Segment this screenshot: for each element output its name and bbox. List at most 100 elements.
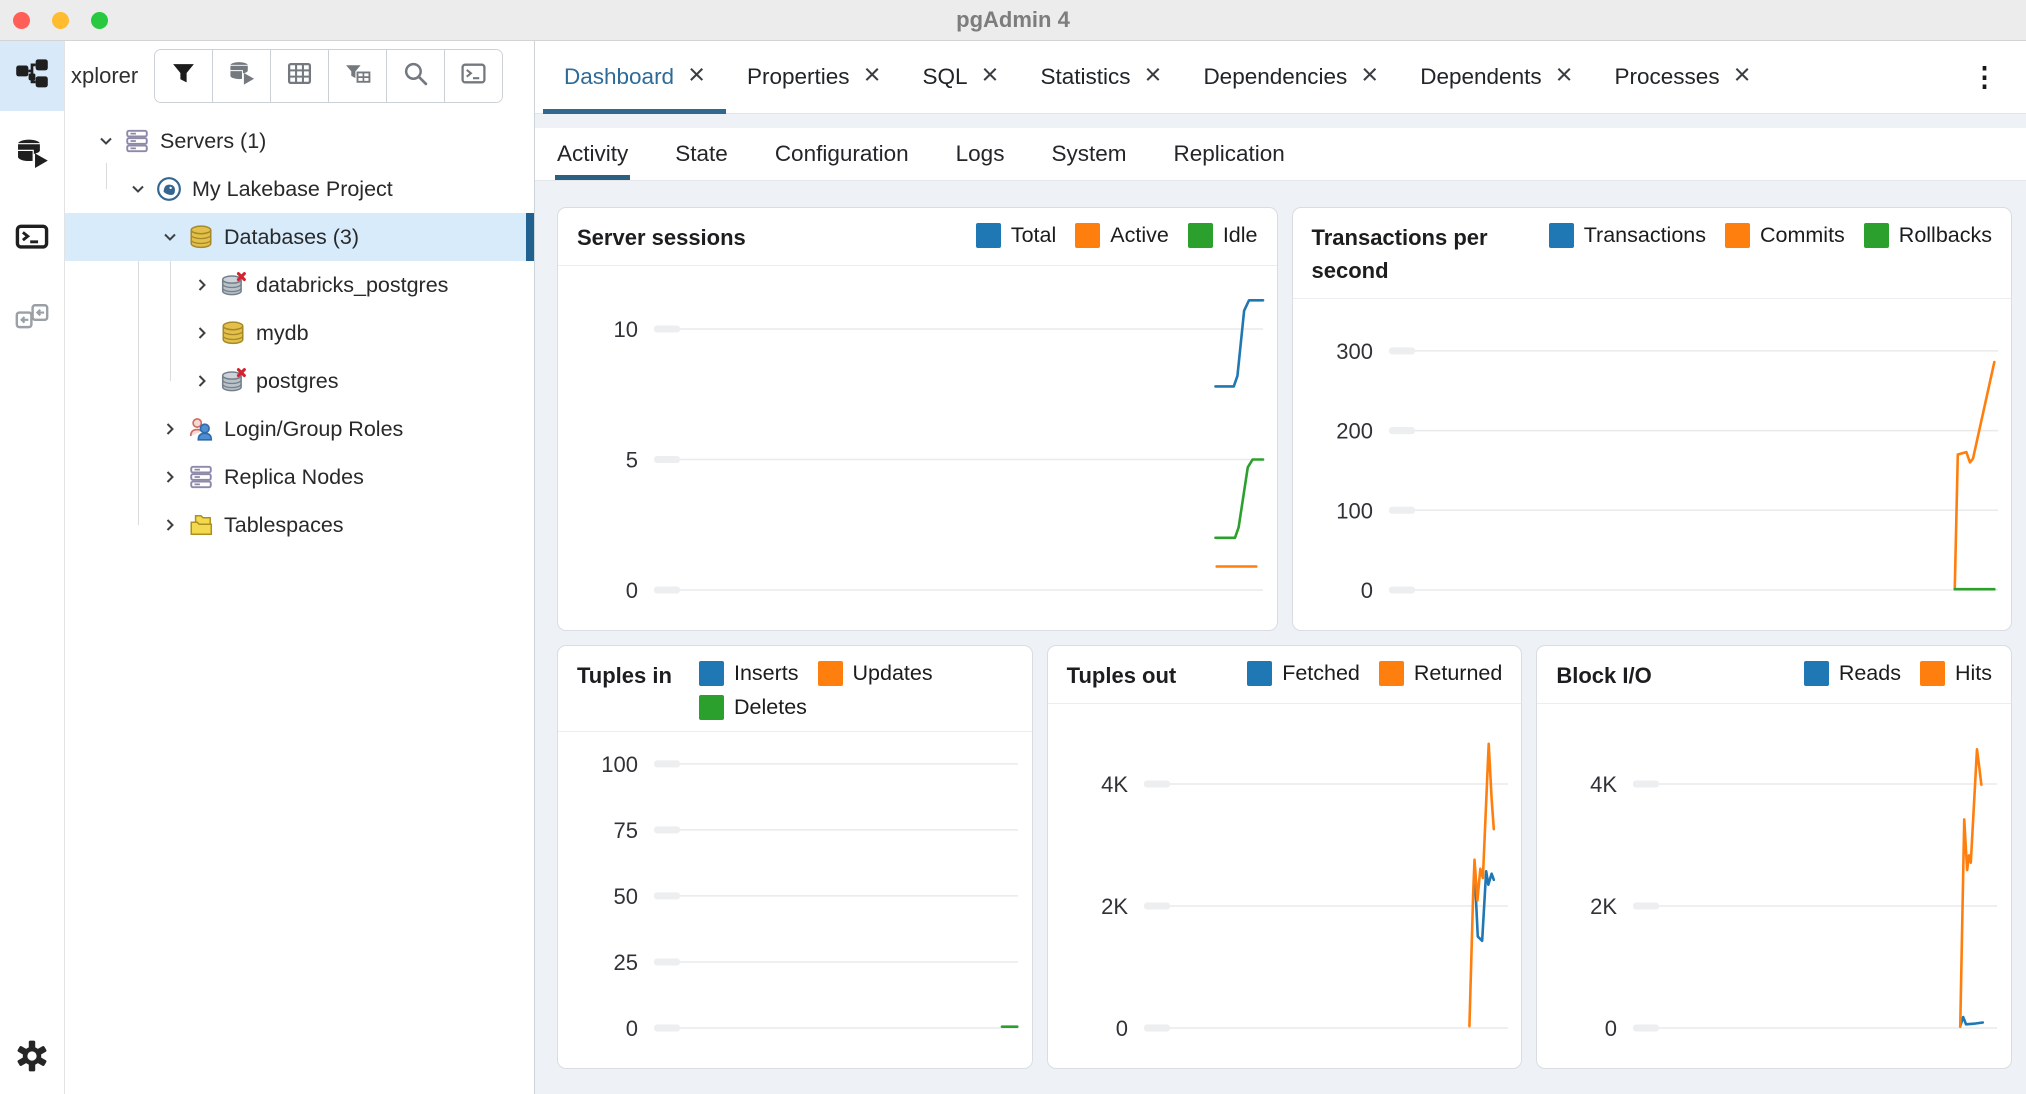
close-icon[interactable]: × bbox=[1361, 59, 1379, 91]
dashboard-subtabs: Activity State Configuration Logs System… bbox=[535, 128, 2026, 181]
object-explorer-header: xplorer bbox=[65, 41, 534, 111]
object-explorer-tree: Servers (1) My Lakebase Project bbox=[65, 117, 534, 1094]
svg-text:4K: 4K bbox=[1590, 772, 1617, 797]
subtab-logs[interactable]: Logs bbox=[955, 141, 1005, 166]
svg-text:10: 10 bbox=[614, 317, 638, 342]
tuples-out-chart: 0 2K 4K bbox=[1048, 704, 1522, 1068]
chevron-right-icon[interactable] bbox=[159, 514, 181, 536]
close-icon[interactable]: × bbox=[1555, 59, 1573, 91]
zoom-window-button[interactable] bbox=[91, 11, 108, 29]
rail-item-object-explorer[interactable] bbox=[0, 41, 64, 111]
tree-item-replica-nodes[interactable]: Replica Nodes bbox=[65, 453, 534, 501]
tab-dashboard[interactable]: Dashboard × bbox=[543, 41, 727, 114]
chevron-right-icon[interactable] bbox=[191, 274, 213, 296]
tree-item-login-group-roles[interactable]: Login/Group Roles bbox=[65, 405, 534, 453]
login-group-roles-icon bbox=[188, 416, 214, 442]
server-group-icon bbox=[124, 128, 150, 154]
panel-transactions-per-second: Transactions per second Transactions Com… bbox=[1291, 207, 2012, 631]
close-icon[interactable]: × bbox=[1733, 59, 1751, 91]
chevron-down-icon[interactable] bbox=[127, 178, 149, 200]
filter-button[interactable] bbox=[155, 50, 214, 102]
svg-text:25: 25 bbox=[614, 950, 638, 975]
subtab-state[interactable]: State bbox=[675, 141, 728, 166]
legend-item: Fetched bbox=[1247, 661, 1360, 686]
tuples-in-chart: 0 25 50 75 100 bbox=[558, 732, 1032, 1068]
document-tabbar: Dashboard × Properties × SQL × Statistic… bbox=[535, 41, 2026, 114]
tree-item-databricks-postgres[interactable]: databricks_postgres bbox=[65, 261, 534, 309]
tree-item-postgres[interactable]: postgres bbox=[65, 357, 534, 405]
tree-item-tablespaces[interactable]: Tablespaces bbox=[65, 501, 534, 549]
svg-text:2K: 2K bbox=[1101, 894, 1128, 919]
legend: Inserts Updates Deletes bbox=[699, 659, 1013, 720]
tree-guide-line bbox=[138, 213, 139, 525]
filter-icon bbox=[170, 60, 197, 92]
database-icon bbox=[220, 320, 246, 346]
query-tool-icon bbox=[15, 137, 49, 176]
chevron-right-icon[interactable] bbox=[159, 418, 181, 440]
close-icon[interactable]: × bbox=[863, 59, 881, 91]
rail-item-schema-diff[interactable] bbox=[0, 285, 64, 355]
legend-item: Updates bbox=[817, 661, 933, 686]
svg-text:0: 0 bbox=[626, 578, 638, 603]
tablespaces-icon bbox=[188, 512, 214, 538]
svg-text:300: 300 bbox=[1336, 339, 1373, 364]
server-sessions-chart: 0 5 10 bbox=[558, 266, 1277, 630]
panel-title: Block I/O bbox=[1556, 663, 1652, 688]
svg-text:4K: 4K bbox=[1101, 772, 1128, 797]
legend-item: Deletes bbox=[699, 695, 807, 720]
svg-text:0: 0 bbox=[1360, 578, 1372, 603]
svg-text:100: 100 bbox=[1336, 498, 1373, 523]
svg-text:0: 0 bbox=[1605, 1016, 1617, 1041]
kebab-menu-icon[interactable]: ⋮ bbox=[1971, 61, 1998, 92]
tree-guide-line bbox=[170, 261, 171, 381]
tree-guide-line bbox=[106, 163, 107, 189]
legend-item: Transactions bbox=[1548, 223, 1706, 248]
svg-text:50: 50 bbox=[614, 884, 638, 909]
chevron-right-icon[interactable] bbox=[191, 370, 213, 392]
legend-swatch bbox=[975, 223, 1001, 248]
subtab-activity[interactable]: Activity bbox=[554, 128, 631, 180]
subtab-replication[interactable]: Replication bbox=[1173, 141, 1285, 166]
minimize-window-button[interactable] bbox=[52, 11, 69, 29]
subtab-system[interactable]: System bbox=[1051, 141, 1127, 166]
panel-block-io: Block I/O Reads Hits bbox=[1536, 645, 2013, 1069]
rail-item-query-tool[interactable] bbox=[0, 121, 64, 191]
filtered-rows-button[interactable] bbox=[329, 50, 388, 102]
tree-item-databases[interactable]: Databases (3) bbox=[65, 213, 534, 261]
database-icon bbox=[188, 224, 214, 250]
view-data-button[interactable] bbox=[271, 50, 330, 102]
psql-terminal-button[interactable] bbox=[445, 50, 503, 102]
close-icon[interactable]: × bbox=[981, 59, 999, 91]
tab-dependents[interactable]: Dependents × bbox=[1420, 59, 1573, 91]
tab-processes[interactable]: Processes × bbox=[1614, 59, 1751, 91]
tree-item-my-lakebase-project[interactable]: My Lakebase Project bbox=[65, 165, 534, 213]
panel-title: Server sessions bbox=[577, 225, 746, 250]
legend-swatch bbox=[1803, 661, 1829, 686]
chevron-down-icon[interactable] bbox=[159, 226, 181, 248]
rail-item-settings[interactable] bbox=[0, 1030, 64, 1086]
subtab-configuration[interactable]: Configuration bbox=[774, 141, 909, 166]
tree-item-servers[interactable]: Servers (1) bbox=[65, 117, 534, 165]
legend-swatch bbox=[699, 661, 724, 686]
tab-sql[interactable]: SQL × bbox=[922, 59, 999, 91]
charts-grid: Server sessions Total Active bbox=[535, 181, 2026, 1094]
legend-item: Commits bbox=[1724, 223, 1845, 248]
close-window-button[interactable] bbox=[13, 11, 30, 29]
chevron-down-icon[interactable] bbox=[95, 130, 117, 152]
tree-item-mydb[interactable]: mydb bbox=[65, 309, 534, 357]
panel-server-sessions: Server sessions Total Active bbox=[557, 207, 1278, 631]
legend-item: Idle bbox=[1187, 223, 1258, 248]
legend-swatch bbox=[1548, 223, 1574, 248]
tab-dependencies[interactable]: Dependencies × bbox=[1203, 59, 1379, 91]
rail-item-psql-tool[interactable] bbox=[0, 203, 64, 273]
search-button[interactable] bbox=[387, 50, 446, 102]
close-icon[interactable]: × bbox=[1144, 59, 1162, 91]
tab-properties[interactable]: Properties × bbox=[747, 59, 881, 91]
main-area: Dashboard × Properties × SQL × Statistic… bbox=[535, 41, 2026, 1094]
query-tool-button[interactable] bbox=[213, 50, 272, 102]
tab-statistics[interactable]: Statistics × bbox=[1040, 59, 1162, 91]
chevron-right-icon[interactable] bbox=[159, 466, 181, 488]
legend-item: Returned bbox=[1378, 661, 1502, 686]
chevron-right-icon[interactable] bbox=[191, 322, 213, 344]
close-icon[interactable]: × bbox=[688, 59, 706, 91]
